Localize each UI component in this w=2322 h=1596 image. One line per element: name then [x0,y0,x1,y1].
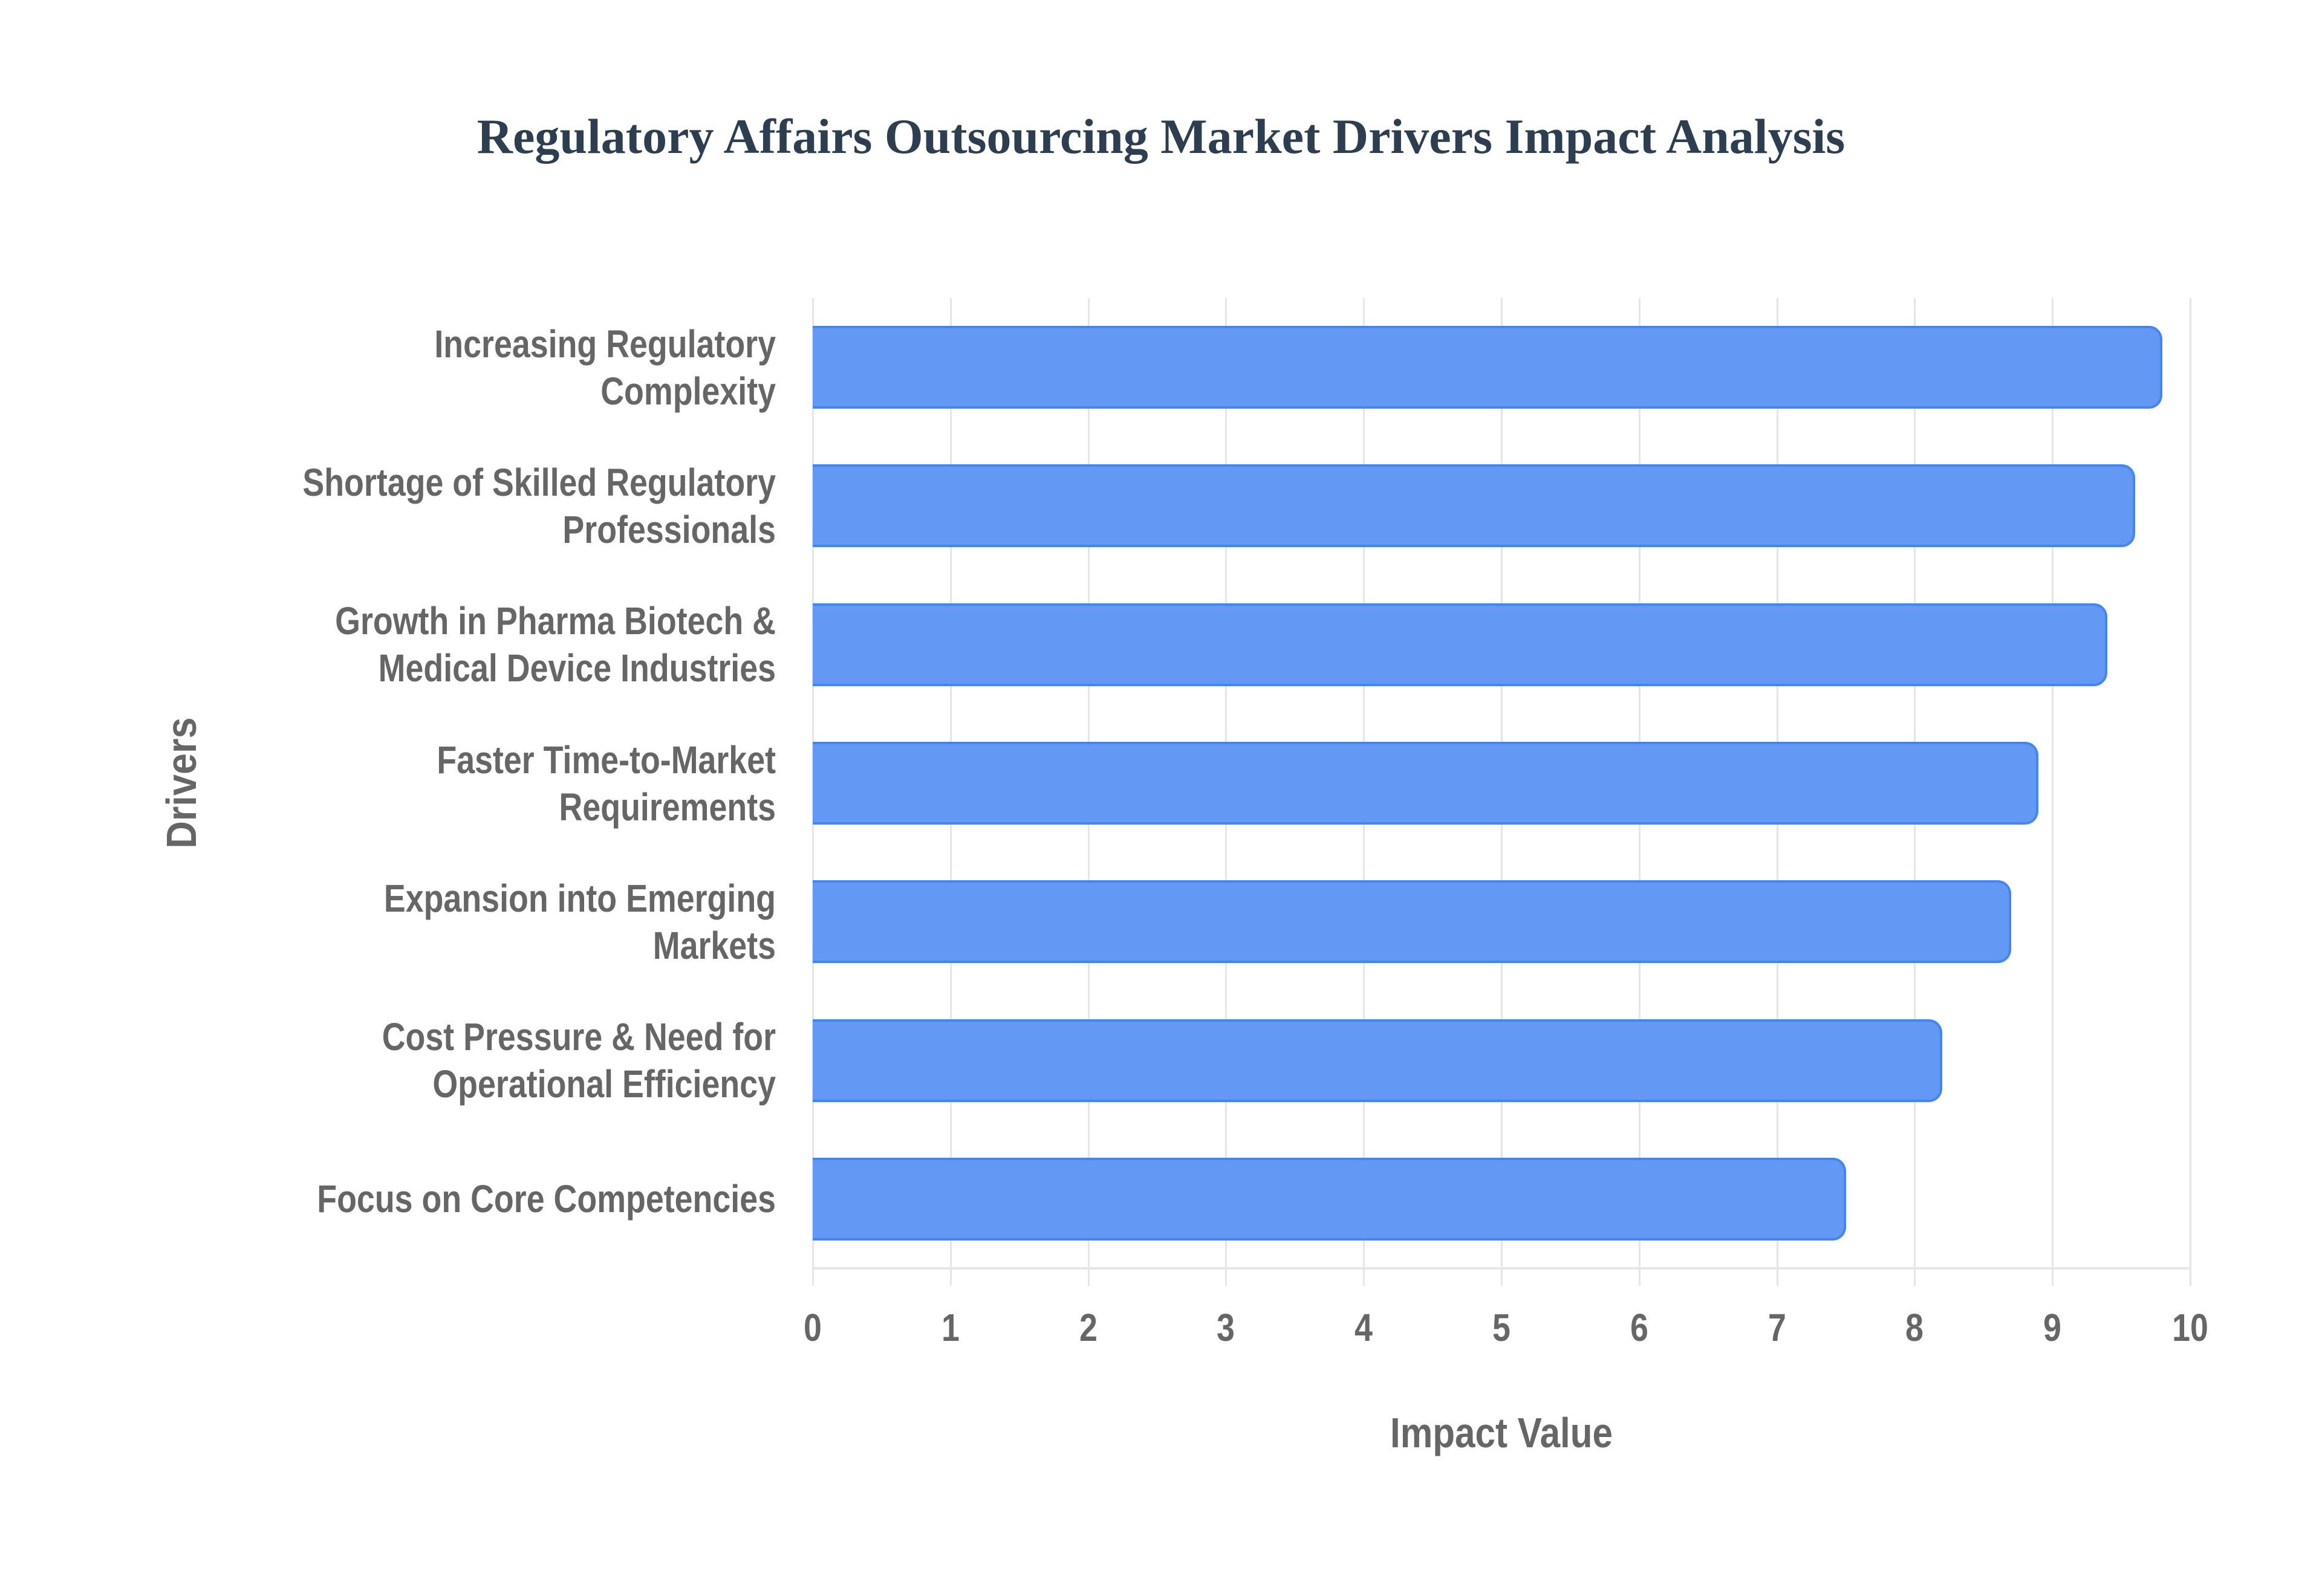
category-label: Shortage of Skilled Regulatory Profession… [302,460,776,551]
x-tick-label: 3 [1217,1306,1235,1349]
x-axis-title: Impact Value [1390,1409,1613,1456]
bar[interactable] [813,326,2163,409]
x-tick-label: 8 [1905,1306,1924,1349]
category-label: Expansion into Emerging Markets [383,876,776,967]
gridline [2052,298,2054,1286]
x-tick-label: 2 [1079,1306,1098,1349]
x-tick-label: 6 [1630,1306,1648,1349]
x-axis-baseline [813,1267,2190,1270]
chart-title: Regulatory Affairs Outsourcing Market Dr… [476,109,1846,164]
x-tick-label: 1 [941,1306,960,1349]
x-tick-label: 7 [1768,1306,1786,1349]
bar[interactable] [813,464,2135,548]
category-label: Increasing Regulatory Complexity [434,322,776,413]
x-tick-label: 10 [2172,1306,2208,1349]
plot-area [812,298,2191,1286]
bar[interactable] [813,880,2011,964]
x-tick-label: 4 [1354,1306,1373,1349]
category-label: Focus on Core Competencies [317,1177,776,1221]
x-tick-label: 9 [2043,1306,2062,1349]
bar[interactable] [813,603,2108,686]
gridline [2190,298,2191,1286]
x-tick-label: 0 [804,1306,822,1349]
bar[interactable] [813,1019,1942,1102]
category-label: Cost Pressure & Need for Operational Effi… [382,1015,776,1106]
category-label: Faster Time-to-Market Requirements [437,738,776,829]
x-tick-label: 5 [1492,1306,1511,1349]
bar[interactable] [813,742,2039,825]
bar[interactable] [813,1157,1846,1241]
category-label: Growth in Pharma Biotech & Medical Device… [335,599,776,690]
